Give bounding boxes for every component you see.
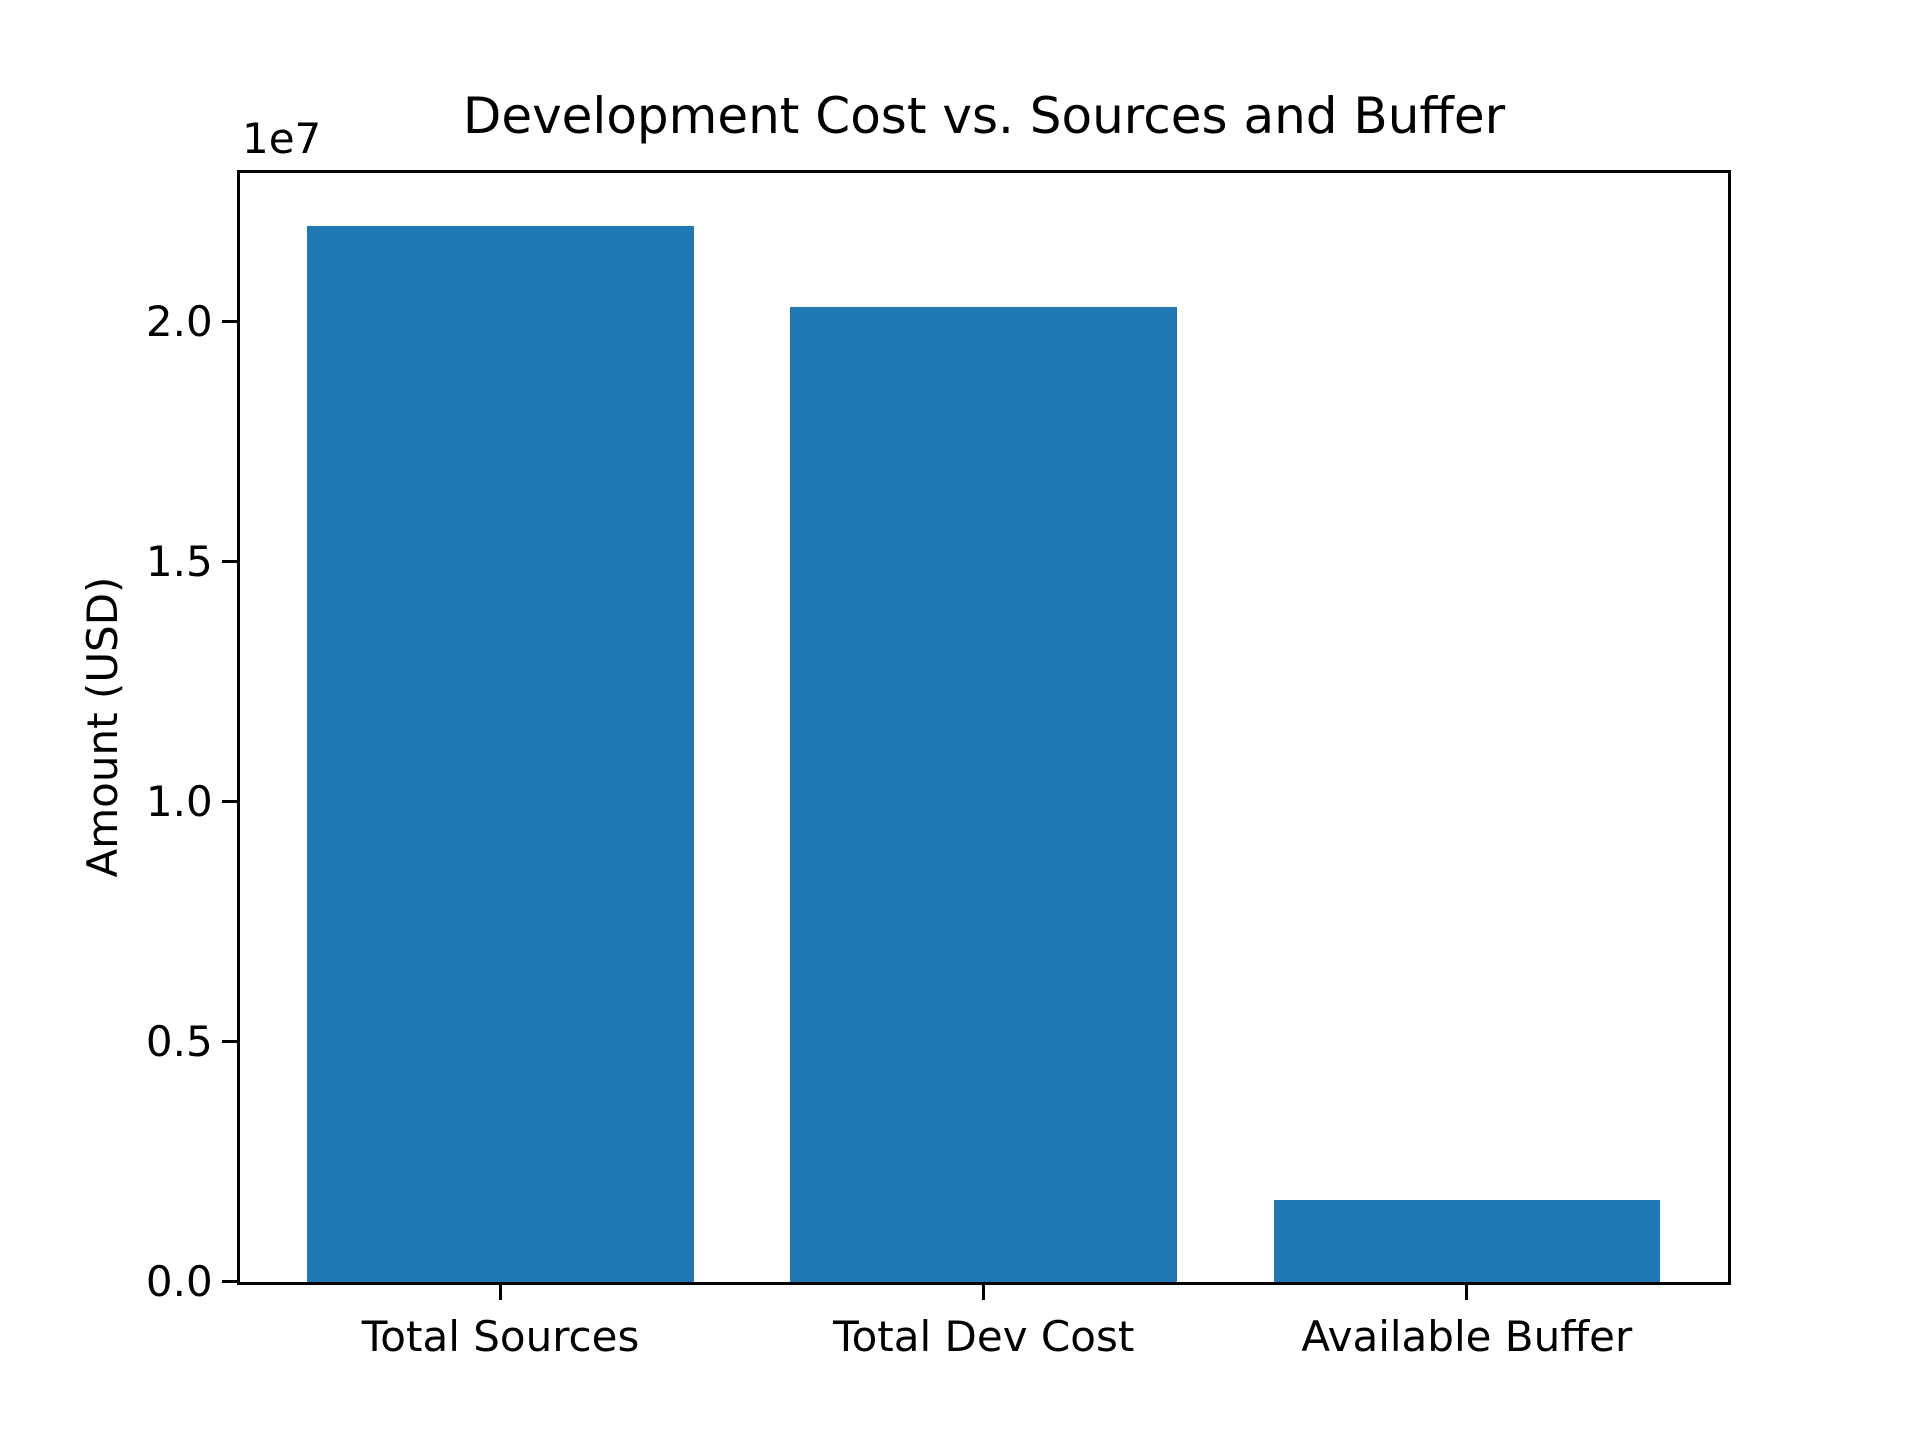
y-tick-label: 1.5	[145, 536, 213, 586]
y-tick-mark	[221, 1280, 237, 1284]
y-axis-label: Amount (USD)	[78, 576, 127, 878]
y-tick-mark	[221, 1040, 237, 1044]
x-tick-mark	[498, 1285, 503, 1300]
x-tick-mark	[982, 1285, 986, 1300]
y-axis-offset-text: 1e7	[242, 114, 322, 163]
bar-total-sources	[307, 225, 694, 1282]
x-tick-label: Available Buffer	[1301, 1311, 1633, 1361]
chart-title: Development Cost vs. Sources and Buffer	[462, 87, 1506, 145]
x-tick-mark	[1465, 1285, 1469, 1300]
bar-total-dev-cost	[790, 307, 1177, 1282]
x-tick-label: Total Sources	[361, 1311, 640, 1361]
bar-available-buffer	[1273, 1200, 1661, 1282]
plot-area: Total Sources Total Dev Cost Available Buf…	[146, 169, 1731, 1359]
y-tick-mark	[221, 799, 237, 804]
y-tick-label: 0.5	[145, 1016, 213, 1066]
y-tick-label: 0.0	[145, 1256, 213, 1306]
y-tick-mark	[221, 319, 237, 324]
y-tick-mark	[221, 559, 237, 564]
x-tick-label: Total Dev Cost	[833, 1311, 1135, 1361]
y-tick-label: 2.0	[145, 296, 213, 346]
y-tick-label: 1.0	[145, 776, 213, 826]
